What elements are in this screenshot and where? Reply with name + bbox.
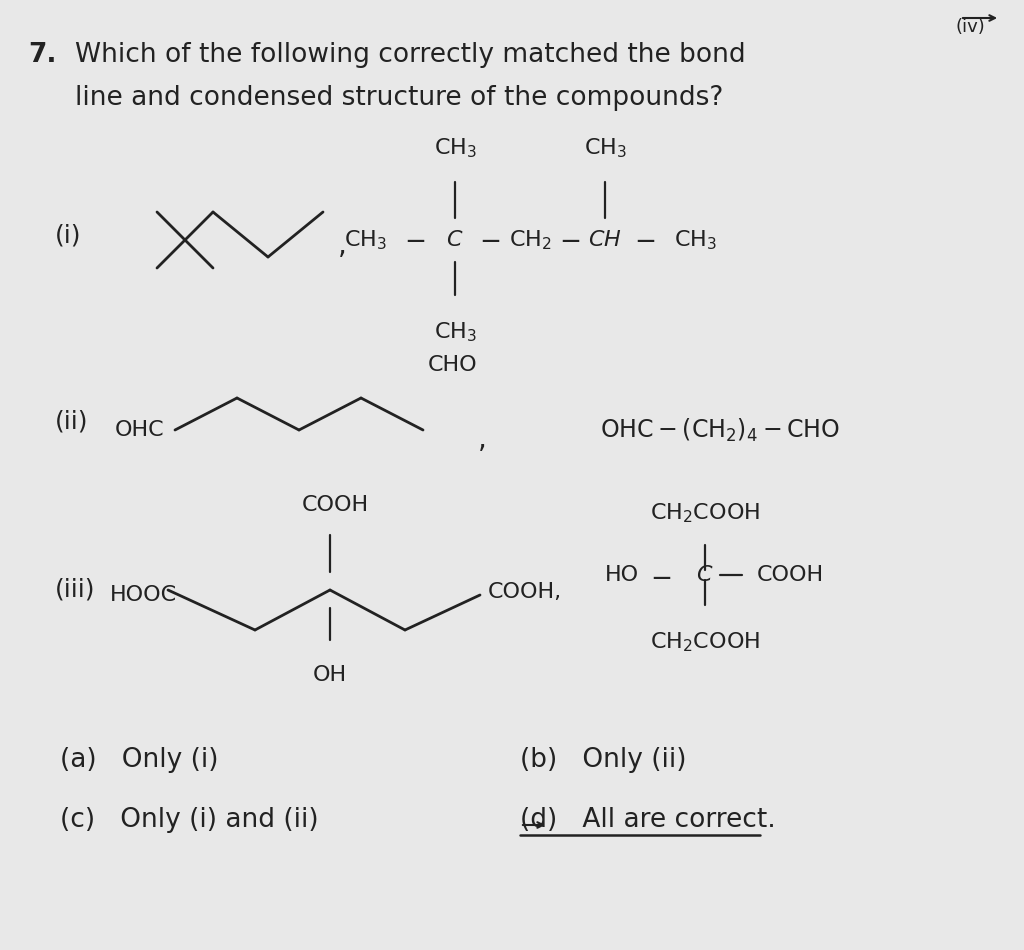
Text: $-$: $-$ [650,564,672,590]
Text: $\mathregular{CH_3}$: $\mathregular{CH_3}$ [433,137,476,160]
Text: $C$: $C$ [696,565,714,585]
Text: $\mathregular{CH_2COOH}$: $\mathregular{CH_2COOH}$ [650,630,760,654]
Text: $-$: $-$ [404,227,426,253]
Text: HOOC: HOOC [110,585,177,605]
Text: $-$: $-$ [479,227,501,253]
Text: $\mathregular{CH_3}$: $\mathregular{CH_3}$ [343,228,386,252]
Text: (iv): (iv) [955,18,985,36]
Text: $\mathregular{OHC-(CH_2)_4-CHO}$: $\mathregular{OHC-(CH_2)_4-CHO}$ [600,416,840,444]
Text: OHC: OHC [115,420,165,440]
Text: $-$: $-$ [634,227,655,253]
Text: 7.: 7. [28,42,56,68]
Text: ,: , [478,426,486,454]
Text: ,: , [338,232,347,260]
Text: (iii): (iii) [55,578,95,602]
Text: (d)   All are correct.: (d) All are correct. [520,807,776,833]
Text: $\mathregular{CH_3}$: $\mathregular{CH_3}$ [674,228,717,252]
Text: OH: OH [313,665,347,685]
Text: COOH,: COOH, [488,582,562,602]
Text: HO: HO [605,565,639,585]
Text: (b)   Only (ii): (b) Only (ii) [520,747,686,773]
Text: (ii): (ii) [55,410,88,434]
Text: $\mathregular{CH_3}$: $\mathregular{CH_3}$ [433,320,476,344]
Text: CHO: CHO [428,355,477,375]
Text: (i): (i) [55,223,82,247]
Text: $\mathregular{CH_3}$: $\mathregular{CH_3}$ [584,137,627,160]
Text: $\mathregular{CH_2COOH}$: $\mathregular{CH_2COOH}$ [650,502,760,525]
Text: $\mathregular{CH_2}$: $\mathregular{CH_2}$ [509,228,551,252]
Text: $C$: $C$ [446,230,464,250]
Text: $-$: $-$ [559,227,581,253]
Text: COOH: COOH [301,495,369,515]
Text: (c)   Only (i) and (ii): (c) Only (i) and (ii) [60,807,318,833]
Text: line and condensed structure of the compounds?: line and condensed structure of the comp… [75,85,723,111]
Text: COOH: COOH [757,565,823,585]
Text: $CH$: $CH$ [588,230,622,250]
Text: (a)   Only (i): (a) Only (i) [60,747,218,773]
Text: Which of the following correctly matched the bond: Which of the following correctly matched… [75,42,745,68]
